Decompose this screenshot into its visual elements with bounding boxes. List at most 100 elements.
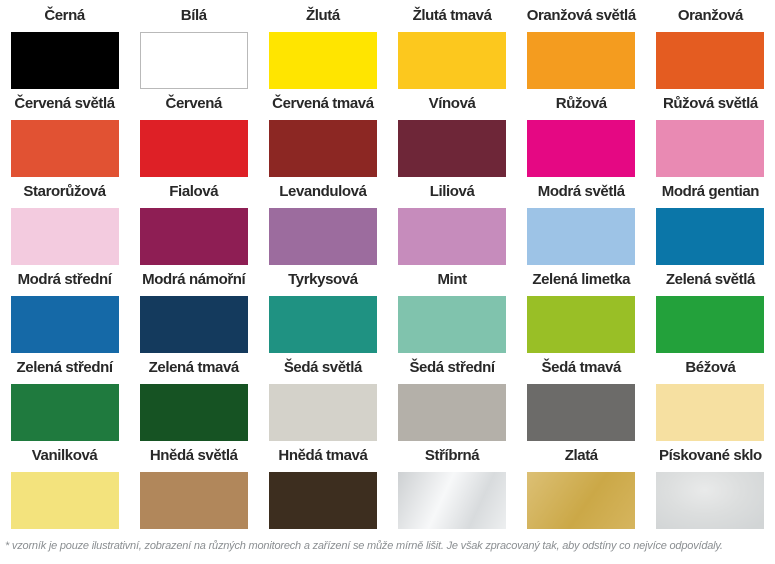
color-swatch-cell: Hnědá světlá bbox=[129, 441, 258, 529]
color-swatch-cell: Vanilková bbox=[0, 441, 129, 529]
color-swatch-cell: Zelená střední bbox=[0, 353, 129, 441]
swatch-label: Zelená limetka bbox=[532, 271, 631, 288]
swatch-label: Oranžová světlá bbox=[526, 7, 636, 24]
color-swatch-cell: Oranžová bbox=[646, 1, 775, 89]
color-swatch bbox=[268, 296, 377, 353]
footnote: * vzorník je pouze ilustrativní, zobraze… bbox=[5, 540, 723, 552]
color-swatch bbox=[398, 296, 507, 353]
swatch-label: Béžová bbox=[685, 359, 736, 376]
color-swatch-cell: Fialová bbox=[129, 177, 258, 265]
color-swatch-cell: Šedá světlá bbox=[258, 353, 387, 441]
color-swatch-cell: Béžová bbox=[646, 353, 775, 441]
swatch-label: Zlatá bbox=[564, 447, 598, 464]
color-swatch bbox=[398, 384, 507, 441]
color-swatch bbox=[10, 32, 119, 89]
color-swatch-cell: Stříbrná bbox=[388, 441, 517, 529]
color-swatch-cell: Hnědá tmavá bbox=[258, 441, 387, 529]
swatch-label: Bílá bbox=[180, 7, 207, 24]
color-swatch-cell: Starorůžová bbox=[0, 177, 129, 265]
color-swatch bbox=[268, 120, 377, 177]
swatch-label: Levandulová bbox=[279, 183, 367, 200]
color-swatch-cell: Růžová světlá bbox=[646, 89, 775, 177]
color-swatch-cell: Šedá tmavá bbox=[517, 353, 646, 441]
color-swatch-cell: Zlatá bbox=[517, 441, 646, 529]
color-swatch bbox=[139, 296, 248, 353]
swatch-label: Modrá gentian bbox=[661, 183, 760, 200]
color-swatch bbox=[656, 472, 765, 529]
color-swatch-cell: Mint bbox=[388, 265, 517, 353]
color-swatch bbox=[527, 120, 636, 177]
swatch-label: Vínová bbox=[428, 95, 476, 112]
swatch-label: Stříbrná bbox=[424, 447, 480, 464]
color-swatch-cell: Zelená limetka bbox=[517, 265, 646, 353]
color-swatch bbox=[10, 472, 119, 529]
color-swatch-cell: Pískované sklo bbox=[646, 441, 775, 529]
color-swatch bbox=[527, 384, 636, 441]
color-swatch-cell: Modrá střední bbox=[0, 265, 129, 353]
color-swatch-cell: Modrá gentian bbox=[646, 177, 775, 265]
swatch-label: Zelená světlá bbox=[665, 271, 755, 288]
color-swatch bbox=[139, 384, 248, 441]
color-swatch-cell: Šedá střední bbox=[388, 353, 517, 441]
color-swatch-cell: Vínová bbox=[388, 89, 517, 177]
color-swatch-cell: Žlutá tmavá bbox=[388, 1, 517, 89]
color-swatch bbox=[10, 120, 119, 177]
color-swatch bbox=[398, 32, 507, 89]
swatch-label: Žlutá tmavá bbox=[412, 7, 492, 24]
color-swatch-cell: Modrá námořní bbox=[129, 265, 258, 353]
swatch-label: Liliová bbox=[429, 183, 475, 200]
swatch-label: Žlutá bbox=[305, 7, 340, 24]
swatch-label: Červená světlá bbox=[14, 95, 115, 112]
color-swatch bbox=[656, 384, 765, 441]
swatch-label: Zelená střední bbox=[16, 359, 114, 376]
swatch-label: Oranžová bbox=[677, 7, 744, 24]
color-swatch bbox=[656, 120, 765, 177]
swatch-label: Červená tmavá bbox=[272, 95, 374, 112]
color-swatch-grid: Černá Bílá Žlutá Žlutá tmavá Oranžová světlá… bbox=[0, 1, 775, 529]
swatch-label: Šedá světlá bbox=[283, 359, 363, 376]
color-swatch bbox=[398, 208, 507, 265]
color-swatch-cell: Žlutá bbox=[258, 1, 387, 89]
color-swatch bbox=[527, 472, 636, 529]
color-swatch bbox=[527, 32, 636, 89]
color-swatch bbox=[268, 472, 377, 529]
color-swatch bbox=[656, 296, 765, 353]
swatch-label: Vanilková bbox=[31, 447, 98, 464]
swatch-label: Modrá světlá bbox=[537, 183, 625, 200]
color-swatch bbox=[139, 208, 248, 265]
color-swatch bbox=[10, 296, 119, 353]
color-swatch bbox=[527, 296, 636, 353]
swatch-label: Modrá střední bbox=[17, 271, 112, 288]
swatch-label: Růžová bbox=[555, 95, 607, 112]
color-swatch-cell: Červená tmavá bbox=[258, 89, 387, 177]
color-swatch bbox=[268, 384, 377, 441]
swatch-label: Šedá tmavá bbox=[541, 359, 622, 376]
color-swatch-cell: Tyrkysová bbox=[258, 265, 387, 353]
swatch-label: Pískované sklo bbox=[659, 447, 762, 464]
color-swatch-cell: Oranžová světlá bbox=[517, 1, 646, 89]
color-swatch bbox=[656, 208, 765, 265]
color-swatch-cell: Červená světlá bbox=[0, 89, 129, 177]
color-swatch-cell: Bílá bbox=[129, 1, 258, 89]
swatch-label: Růžová světlá bbox=[662, 95, 758, 112]
color-swatch bbox=[139, 120, 248, 177]
swatch-label: Modrá námořní bbox=[142, 271, 246, 288]
color-swatch-cell: Zelená tmavá bbox=[129, 353, 258, 441]
swatch-label: Starorůžová bbox=[23, 183, 106, 200]
color-swatch-cell: Liliová bbox=[388, 177, 517, 265]
color-swatch-cell: Růžová bbox=[517, 89, 646, 177]
color-swatch-cell: Modrá světlá bbox=[517, 177, 646, 265]
color-swatch bbox=[10, 208, 119, 265]
color-swatch bbox=[656, 32, 765, 89]
swatch-label: Hnědá tmavá bbox=[278, 447, 368, 464]
color-swatch bbox=[527, 208, 636, 265]
color-swatch bbox=[139, 32, 248, 89]
color-swatch bbox=[398, 120, 507, 177]
swatch-label: Tyrkysová bbox=[288, 271, 358, 288]
swatch-label: Černá bbox=[44, 7, 85, 24]
swatch-label: Červená bbox=[165, 95, 223, 112]
swatch-label: Zelená tmavá bbox=[148, 359, 240, 376]
color-swatch bbox=[268, 208, 377, 265]
color-swatch-cell: Černá bbox=[0, 1, 129, 89]
color-swatch bbox=[10, 384, 119, 441]
